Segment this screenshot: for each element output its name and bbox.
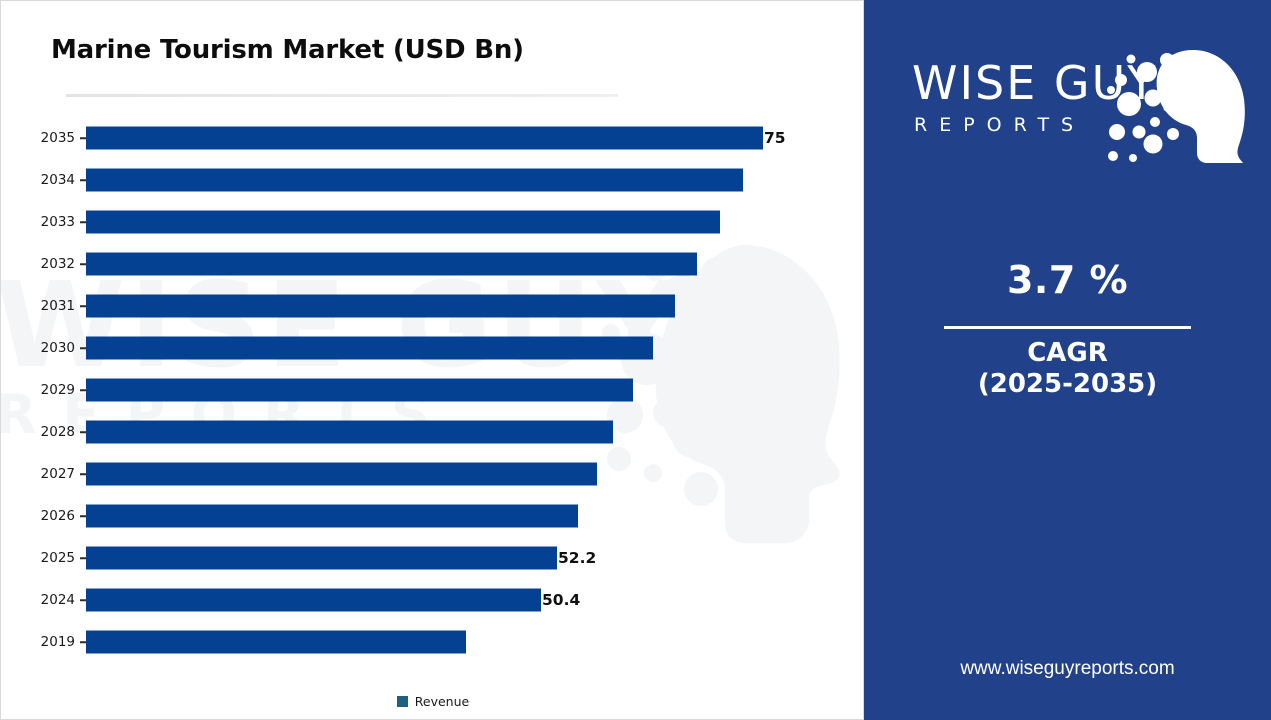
y-axis-tick-mark: [80, 263, 86, 265]
y-axis-tick-label: 2024: [40, 592, 75, 608]
chart-bar-row: 2031: [1, 285, 863, 327]
logo-head-profile-icon: [1107, 50, 1245, 163]
chart-bar-row: 2035 75: [1, 117, 863, 159]
logo-line-1: WISE GUY: [912, 56, 1158, 110]
cagr-label-block: CAGR (2025-2035): [864, 338, 1271, 399]
y-axis-tick-mark: [80, 431, 86, 433]
y-axis-tick-mark: [80, 347, 86, 349]
y-axis-tick-label: 2027: [40, 466, 75, 482]
cagr-divider: [944, 326, 1191, 329]
y-axis-tick-label: 2019: [40, 634, 75, 650]
chart-bar-row: 2032: [1, 243, 863, 285]
chart-bar-row: 2027: [1, 453, 863, 495]
chart-bar-row: 2025 52.2: [1, 537, 863, 579]
y-axis-tick-label: 2032: [40, 256, 75, 272]
y-axis-tick-mark: [80, 305, 86, 307]
cagr-period: (2025-2035): [977, 368, 1158, 399]
chart-bar-row: 2034: [1, 159, 863, 201]
y-axis-tick-mark: [80, 641, 86, 643]
y-axis-tick-label: 2025: [40, 550, 75, 566]
logo-text: WISE GUY REPORTS: [912, 60, 1157, 136]
chart-bar-value-label: 75: [764, 129, 786, 147]
chart-bar: [86, 294, 675, 318]
chart-bar-row: 2024 50.4: [1, 579, 863, 621]
chart-bar-row: 2026: [1, 495, 863, 537]
cagr-label: CAGR: [1027, 338, 1108, 368]
chart-bar-value-label: 50.4: [542, 591, 581, 609]
legend-swatch-revenue: [396, 696, 408, 707]
chart-title: Marine Tourism Market (USD Bn): [51, 35, 524, 65]
chart-bar-row: 2019: [1, 621, 863, 663]
y-axis-tick-label: 2028: [40, 424, 75, 440]
logo-line-2: REPORTS: [914, 114, 1086, 136]
brand-panel: WISE GUY REPORTS 3.7 %: [864, 0, 1271, 720]
chart-bar: [86, 252, 697, 276]
website-url: www.wiseguyreports.com: [960, 658, 1175, 679]
y-axis-tick-mark: [80, 515, 86, 517]
chart-bar: [86, 126, 763, 150]
plot-area: 2035 75 2034 2033 2032 2031 2030 2029 2028 2027 20…: [1, 111, 863, 656]
chart-panel: WISE GUY REPORTS Marine Tourism Market (…: [0, 0, 864, 720]
chart-bar: [86, 504, 578, 528]
y-axis-tick-label: 2035: [40, 130, 75, 146]
y-axis-tick-label: 2031: [40, 298, 75, 314]
chart-bar-row: 2029: [1, 369, 863, 411]
chart-bar: [86, 168, 743, 192]
y-axis-tick-label: 2034: [40, 172, 75, 188]
chart-bar: [86, 546, 557, 570]
chart-bar-row: 2028: [1, 411, 863, 453]
y-axis-tick-mark: [80, 221, 86, 223]
y-axis-tick-label: 2029: [40, 382, 75, 398]
title-divider: [66, 94, 618, 97]
chart-legend: Revenue: [1, 694, 863, 709]
watermark-line-1: WISE GUY: [0, 256, 686, 394]
y-axis-tick-label: 2030: [40, 340, 75, 356]
chart-bar-value-label: 52.2: [558, 549, 597, 567]
chart-bar-row: 2030: [1, 327, 863, 369]
chart-bar: [86, 588, 541, 612]
chart-bar: [86, 630, 466, 654]
y-axis-tick-mark: [80, 473, 86, 475]
y-axis-tick-mark: [80, 389, 86, 391]
chart-bar: [86, 420, 613, 444]
y-axis-tick-mark: [80, 179, 86, 181]
y-axis-tick-mark: [80, 599, 86, 601]
chart-bar: [86, 210, 720, 234]
y-axis-tick-mark: [80, 137, 86, 139]
chart-bar-row: 2033: [1, 201, 863, 243]
y-axis-tick-label: 2033: [40, 214, 75, 230]
y-axis-tick-mark: [80, 557, 86, 559]
company-logo: WISE GUY REPORTS: [864, 40, 1271, 170]
y-axis-tick-label: 2026: [40, 508, 75, 524]
chart-bar: [86, 462, 597, 486]
legend-label-revenue: Revenue: [414, 694, 470, 709]
chart-bar: [86, 336, 653, 360]
chart-bar: [86, 378, 633, 402]
cagr-value: 3.7 %: [1006, 258, 1129, 302]
